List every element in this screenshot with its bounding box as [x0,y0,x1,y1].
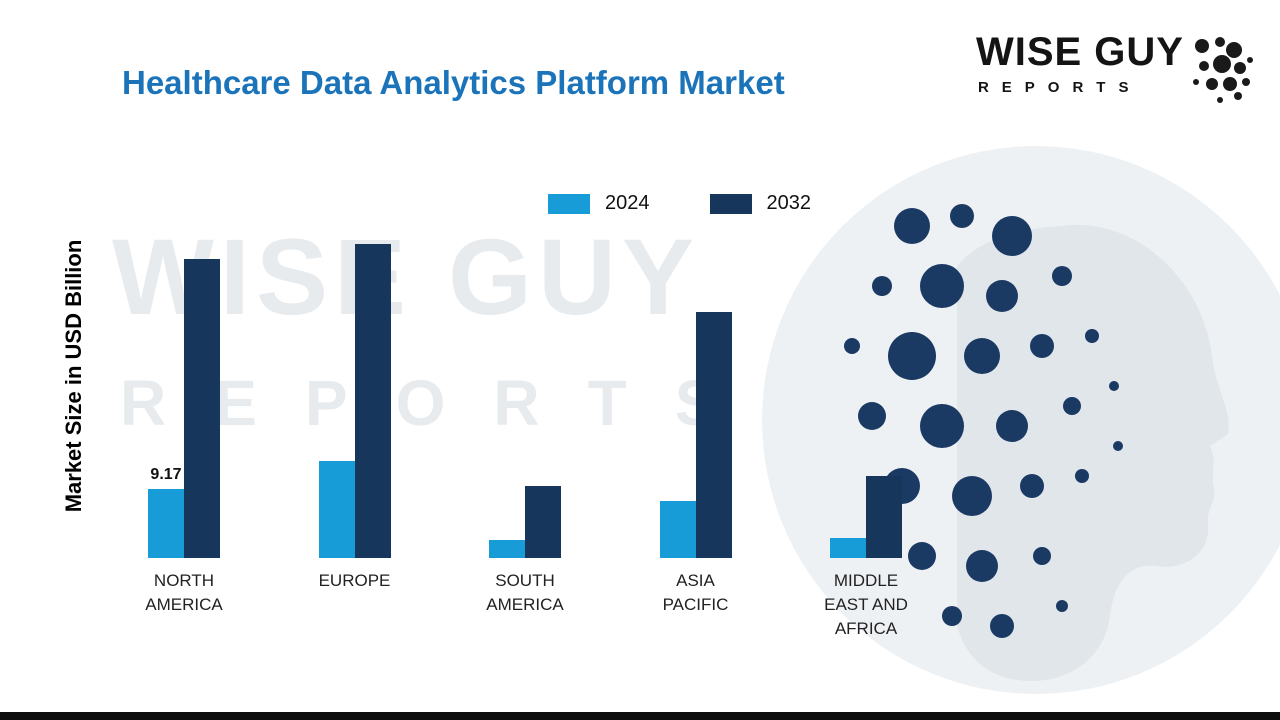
bar-2032-middle-east-and-africa [866,476,902,558]
bar-2024-asia-pacific [659,501,696,558]
bar-column [489,240,525,558]
brand-logo-subtitle: REPORTS [977,79,1142,96]
bar-column [659,240,696,558]
brand-face-icon [1193,37,1253,103]
bar-2024-middle-east-and-africa [830,538,866,558]
bar-group: 9.17 NORTH AMERICA [145,240,223,617]
bar-2024-north-america [148,489,184,558]
legend-label-2032: 2032 [766,192,812,214]
category-label: ASIA PACIFIC [662,571,729,614]
legend-item-2024: 2024 [548,192,650,215]
bar-2024-europe [318,461,355,558]
bar-column [866,240,902,558]
bar-column [525,240,561,558]
legend-label-2024: 2024 [605,192,650,214]
bar-group: MIDDLE EAST AND AFRICA [824,240,908,640]
bar-group: SOUTH AMERICA [486,240,564,617]
decorative-circle [762,146,1280,694]
bar-column [184,240,220,558]
category-label: EUROPE [318,571,391,590]
bar-column [830,240,866,558]
bar-column: 9.17 [148,240,184,558]
bar-value-label: 9.17 [150,466,182,483]
bar-column [354,240,391,558]
bar-2032-europe [354,244,391,558]
y-axis-label: Market Size in USD Billion [61,239,86,513]
footer-bar [0,712,1280,720]
bar-column [318,240,355,558]
bar-2024-south-america [489,540,525,558]
legend-item-2032: 2032 [709,192,812,215]
bar-chart: 9.17 NORTH AMERICA EUROPE SOUTH AMERICA ASIA… [110,240,970,638]
bar-2032-asia-pacific [695,312,732,558]
legend-swatch [709,193,752,214]
face-dots-graphic [844,204,1229,681]
legend-swatch [548,193,590,214]
page-title: Healthcare Data Analytics Platform Marke… [122,64,785,102]
category-label: SOUTH AMERICA [486,571,564,614]
bar-2032-south-america [525,486,561,558]
bar-2032-north-america [184,259,220,558]
bar-column [695,240,732,558]
category-label: NORTH AMERICA [145,571,223,614]
bar-group: EUROPE [318,240,391,593]
brand-logo-name: WISE GUY [975,30,1184,74]
bar-group: ASIA PACIFIC [659,240,732,617]
chart-legend: 2024 2032 [548,192,811,215]
brand-logo: WISE GUY REPORTS [976,32,1256,106]
category-label: MIDDLE EAST AND AFRICA [824,571,908,638]
